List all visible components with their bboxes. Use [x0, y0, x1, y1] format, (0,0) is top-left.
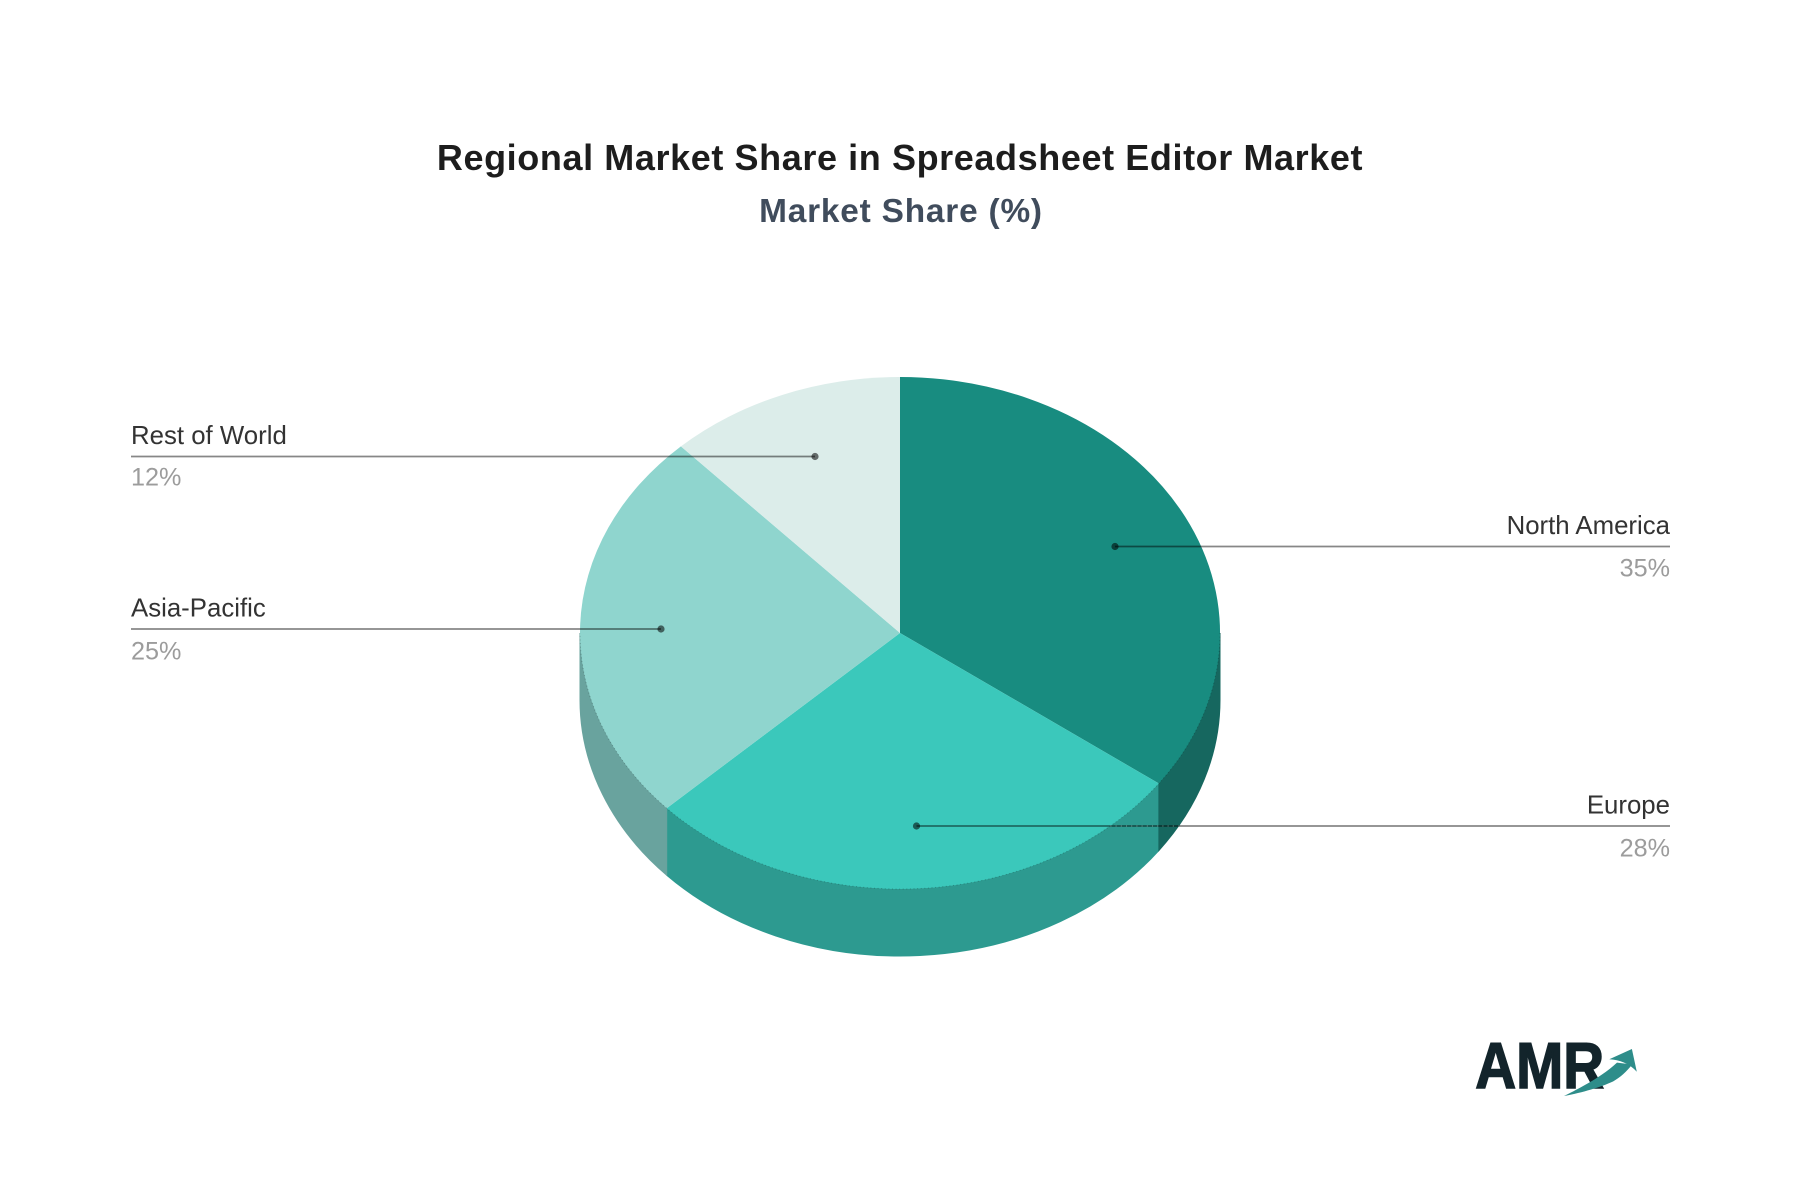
svg-text:25%: 25% [131, 638, 181, 666]
svg-text:Market Share (%): Market Share (%) [759, 193, 1043, 230]
svg-text:North America: North America [1507, 512, 1671, 540]
svg-text:12%: 12% [131, 464, 181, 492]
svg-text:Regional Market Share in Sprea: Regional Market Share in Spreadsheet Edi… [437, 137, 1363, 178]
svg-text:28%: 28% [1620, 835, 1670, 863]
svg-text:Rest of World: Rest of World [131, 422, 287, 450]
svg-text:35%: 35% [1620, 555, 1670, 583]
svg-text:Europe: Europe [1587, 792, 1670, 820]
svg-text:Asia-Pacific: Asia-Pacific [131, 595, 266, 623]
